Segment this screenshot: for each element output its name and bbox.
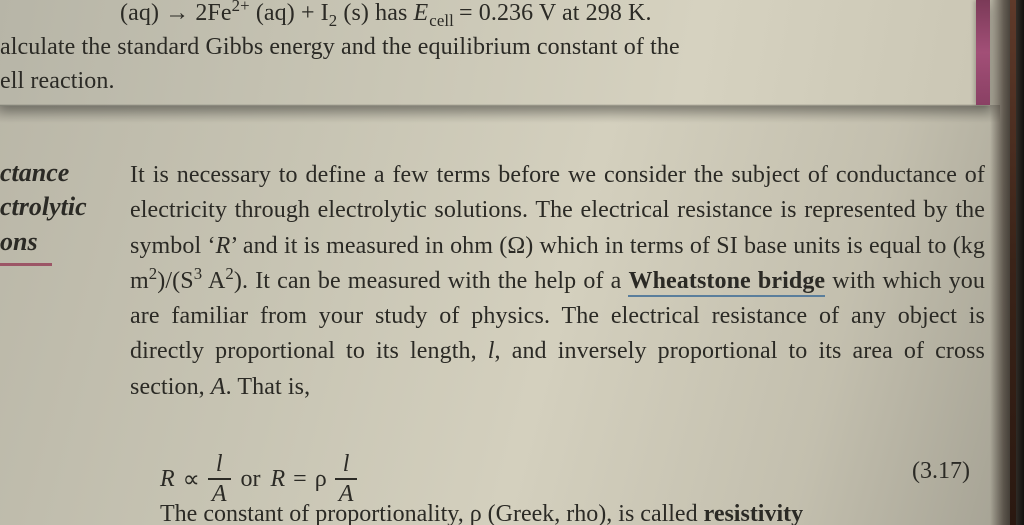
problem-line-3: ell reaction.: [0, 64, 115, 99]
problem-line-1: (aq) → 2Fe2+ (aq) + I2 (s) has E0cell = …: [120, 0, 652, 31]
eq-prop: ∝: [183, 465, 200, 494]
problem-line-2: alculate the standard Gibbs energy and t…: [0, 30, 680, 65]
sup-3: 3: [194, 264, 203, 283]
equation-row: R ∝ l A or R = ρ l A (3.17): [160, 452, 980, 496]
section-margin-heading: ctance ctrolytic ons: [0, 156, 120, 266]
margin-word-1: ctance: [0, 156, 120, 190]
cont-frag: The constant of proportionality, ρ (Gree…: [160, 501, 704, 525]
ecell-val: = 0.236 V at 298 K.: [459, 0, 652, 26]
ecell-sub: cell: [429, 11, 454, 30]
margin-word-3: ons: [0, 225, 120, 259]
frag: (aq) → 2Fe: [120, 0, 232, 26]
textbook-page: (aq) → 2Fe2+ (aq) + I2 (s) has E0cell = …: [0, 0, 1024, 525]
body-paragraph: It is necessary to define a few terms be…: [130, 158, 985, 405]
eq-equals: =: [293, 466, 307, 493]
eq-or: or: [239, 466, 263, 493]
para-frag: )/(S: [157, 268, 193, 294]
frac-bar-2: [335, 478, 358, 480]
page-gutter: [990, 0, 1024, 525]
sup-2: 2: [149, 264, 158, 283]
eq-rho: ρ: [315, 466, 327, 493]
sym-R: R: [216, 233, 231, 259]
frag: (aq) + I: [256, 0, 329, 26]
frag: (s) has: [343, 0, 413, 26]
continuation-line: The constant of proportionality, ρ (Gree…: [160, 498, 990, 525]
sup-2b: 2: [225, 264, 234, 283]
frag-sub: 2: [329, 11, 338, 30]
equation-number: (3.17): [912, 458, 970, 485]
sym-A: A: [211, 374, 226, 400]
para-frag: ). It can be measured with the help of a: [234, 268, 629, 294]
eq-R: R: [160, 466, 175, 493]
para-frag: A: [202, 268, 225, 294]
ecell-E: E: [414, 0, 429, 26]
shadow: [0, 105, 1000, 123]
wheatstone-bridge-term: Wheatstone bridge: [628, 268, 825, 297]
frac-num-2: l: [339, 452, 354, 476]
ecell: E0cell: [414, 0, 460, 26]
margin-underline: [0, 263, 52, 266]
term-resistivity: resistivity: [704, 501, 804, 525]
sym-l: l: [488, 338, 495, 364]
eq-R2: R: [271, 466, 286, 493]
frag-sup: 2+: [232, 0, 250, 15]
margin-word-2: ctrolytic: [0, 190, 120, 224]
para-frag: . That is,: [226, 374, 311, 400]
frac-num: l: [212, 452, 227, 476]
frac-bar: [208, 478, 231, 480]
problem-box: (aq) → 2Fe2+ (aq) + I2 (s) has E0cell = …: [0, 0, 990, 106]
